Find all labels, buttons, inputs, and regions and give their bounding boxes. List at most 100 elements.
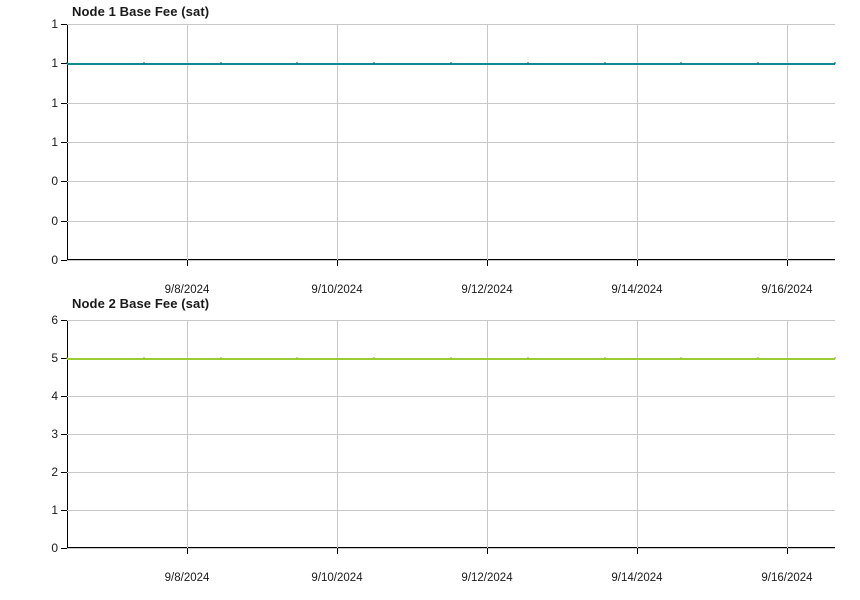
gridline-vertical — [487, 24, 489, 260]
data-point-marker — [680, 62, 683, 65]
y-axis-tick — [61, 24, 67, 25]
y-axis-label: 4 — [51, 389, 58, 403]
gridline-vertical — [337, 320, 339, 548]
y-axis-label: 0 — [51, 174, 58, 189]
x-axis-label: 9/12/2024 — [461, 572, 513, 584]
chart-panel-node-2: Node 2 Base Fee (sat) 6 5 4 3 2 1 0 9/8/2024 9/1… — [0, 292, 860, 600]
data-point-marker — [834, 62, 836, 65]
x-axis-label: 9/14/2024 — [611, 284, 663, 296]
gridline-horizontal — [67, 548, 835, 549]
data-point-marker — [603, 357, 606, 359]
y-axis-label: 0 — [51, 213, 58, 228]
gridline-vertical — [787, 24, 788, 260]
gridline-vertical — [187, 24, 189, 260]
gridline-horizontal — [67, 220, 835, 222]
gridline-horizontal — [67, 181, 835, 183]
chart-title: Node 1 Base Fee (sat) — [72, 4, 210, 19]
y-axis-label: 2 — [51, 465, 58, 479]
y-axis-tick — [61, 396, 67, 397]
y-axis-tick — [61, 102, 67, 104]
x-axis-label: 9/10/2024 — [311, 572, 363, 584]
y-axis-label: 1 — [51, 503, 58, 517]
x-axis-label: 9/16/2024 — [761, 572, 813, 584]
gridline-vertical — [487, 320, 489, 548]
data-point-marker — [526, 357, 529, 359]
y-axis-label: 6 — [51, 313, 58, 327]
gridline-vertical — [637, 320, 638, 548]
gridline-horizontal — [67, 472, 835, 473]
data-series-line — [67, 358, 835, 360]
y-axis-label: 1 — [51, 135, 58, 149]
x-axis-label: 9/14/2024 — [611, 572, 663, 584]
gridline-vertical — [187, 320, 189, 548]
x-axis-tick — [337, 548, 339, 554]
x-axis-tick — [637, 548, 638, 554]
y-axis-tick — [61, 510, 67, 511]
x-axis-label: 9/8/2024 — [164, 572, 210, 584]
gridline-horizontal — [67, 510, 835, 511]
data-point-marker — [66, 357, 68, 359]
y-axis-tick — [61, 181, 67, 183]
gridline-horizontal — [67, 142, 835, 143]
data-point-marker — [757, 357, 760, 359]
x-axis-tick — [487, 548, 489, 554]
data-point-marker — [142, 62, 145, 65]
x-axis-tick — [337, 260, 339, 266]
y-axis-tick — [61, 434, 67, 435]
y-axis-tick — [61, 63, 67, 65]
data-point-marker — [450, 62, 452, 65]
gridline-horizontal — [67, 320, 835, 321]
x-axis-tick — [487, 260, 489, 266]
gridline-horizontal — [67, 434, 835, 435]
x-axis-label: 9/16/2024 — [761, 284, 813, 296]
x-axis-label: 9/10/2024 — [311, 284, 363, 296]
y-axis-label: 0 — [51, 541, 58, 555]
x-axis-line — [67, 259, 835, 260]
x-axis-label: 9/12/2024 — [461, 284, 513, 296]
y-axis-tick — [61, 472, 67, 473]
x-axis-tick — [787, 260, 788, 266]
y-axis-label: 5 — [51, 351, 58, 365]
data-point-marker — [834, 357, 836, 359]
y-axis-label: 0 — [51, 253, 58, 267]
data-point-marker — [142, 357, 145, 359]
gridline-horizontal — [67, 260, 835, 261]
gridline-horizontal — [67, 24, 835, 25]
x-axis-label: 9/8/2024 — [164, 284, 210, 296]
data-point-marker — [603, 62, 606, 65]
data-point-marker — [450, 357, 452, 359]
x-axis-line — [67, 547, 835, 548]
y-axis-tick — [61, 548, 67, 549]
data-point-marker — [373, 62, 376, 65]
x-axis-tick — [187, 260, 189, 266]
y-axis-label: 1 — [51, 17, 58, 31]
data-point-marker — [526, 62, 529, 65]
x-axis-tick — [187, 548, 189, 554]
y-axis-tick — [61, 142, 67, 143]
chart-panel-node-1: Node 1 Base Fee (sat) 1 1 1 1 0 0 0 9/8/2024 9/1… — [0, 0, 860, 296]
data-point-marker — [296, 62, 299, 65]
x-axis-tick — [787, 548, 788, 554]
data-point-marker — [296, 357, 299, 359]
data-series-line — [67, 63, 835, 66]
data-point-marker — [219, 62, 222, 65]
plot-area: 1 1 1 1 0 0 0 9/8/2024 9/10/2024 9/12/2024 9/14/20… — [51, 17, 836, 296]
gridline-vertical — [337, 24, 339, 260]
data-point-marker — [66, 62, 68, 65]
y-axis-tick — [61, 260, 67, 261]
data-point-marker — [219, 357, 222, 359]
y-axis-label: 1 — [51, 95, 58, 110]
data-point-marker — [373, 357, 376, 359]
gridline-horizontal — [67, 102, 835, 104]
chart-title: Node 2 Base Fee (sat) — [72, 296, 210, 311]
plot-area: 6 5 4 3 2 1 0 9/8/2024 9/10/2024 9/12/2024 9/14/20… — [51, 313, 836, 584]
y-axis-tick — [61, 320, 67, 321]
y-axis-tick — [61, 358, 67, 359]
y-axis-label: 3 — [51, 427, 58, 441]
gridline-vertical — [787, 320, 788, 548]
gridline-horizontal — [67, 396, 835, 397]
data-point-marker — [757, 62, 760, 65]
y-axis-tick — [61, 220, 67, 222]
y-axis-label: 1 — [51, 56, 58, 71]
